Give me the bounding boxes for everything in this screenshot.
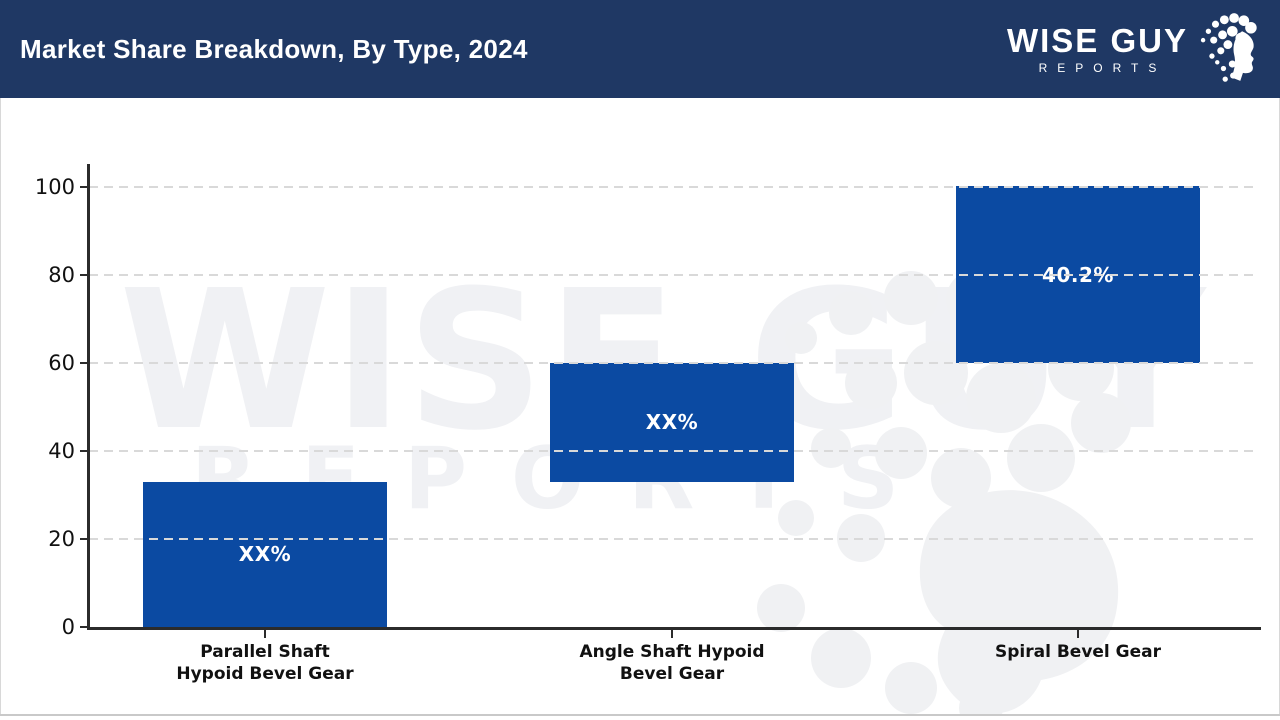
logo-wordmark-line1: WISE GUY — [1006, 22, 1188, 59]
logo-wordmark: WISE GUY REPORTS — [1007, 24, 1188, 74]
y-tick-mark-40 — [80, 450, 89, 452]
x-axis-label-0: Parallel Shaft Hypoid Bevel Gear — [176, 642, 354, 685]
x-axis-label-2: Spiral Bevel Gear — [994, 642, 1162, 662]
gridline-60 — [89, 362, 1259, 364]
gridline-80 — [89, 274, 1259, 276]
gridline-20 — [89, 538, 1259, 540]
page-title: Market Share Breakdown, By Type, 2024 — [20, 33, 528, 64]
y-tick-label-20: 20 — [48, 527, 75, 551]
y-tick-label-60: 60 — [48, 351, 75, 375]
y-tick-label-100: 100 — [34, 175, 75, 199]
x-axis-line — [87, 627, 1261, 630]
bar-value-label-0: XX% — [238, 542, 292, 567]
x-tick-mark-1 — [671, 630, 673, 638]
plot: 0 20 40 60 80 100 XX% Parallel Shaft Hypoid Bev… — [1, 98, 1279, 716]
wise-guy-reports-logo: WISE GUY REPORTS — [1007, 13, 1258, 85]
bar-value-label-1: XX% — [645, 410, 699, 435]
x-axis-label-1: Angle Shaft Hypoid Bevel Gear — [579, 642, 765, 685]
y-tick-label-40: 40 — [48, 439, 75, 463]
logo-wordmark-line2: REPORTS — [1038, 61, 1167, 75]
y-tick-label-80: 80 — [48, 263, 75, 287]
header: Market Share Breakdown, By Type, 2024 WI… — [0, 0, 1280, 98]
gridline-40 — [89, 450, 1259, 452]
gridline-100 — [89, 186, 1259, 188]
bar-0: XX% — [143, 481, 387, 627]
head-profile-icon — [1200, 13, 1257, 82]
y-tick-mark-60 — [80, 362, 89, 364]
y-tick-mark-20 — [80, 538, 89, 540]
y-axis-line — [87, 164, 90, 630]
bar-1: XX% — [550, 363, 794, 482]
y-tick-label-0: 0 — [61, 615, 75, 639]
x-tick-mark-0 — [264, 630, 266, 638]
chart-area: WISE GUY REPORTS 020406080100XX%Parallel… — [0, 98, 1280, 716]
y-tick-mark-100 — [80, 186, 89, 188]
y-tick-mark-80 — [80, 274, 89, 276]
bottom-rule — [0, 714, 1280, 716]
x-tick-mark-2 — [1077, 630, 1079, 638]
y-tick-mark-0 — [80, 626, 89, 628]
